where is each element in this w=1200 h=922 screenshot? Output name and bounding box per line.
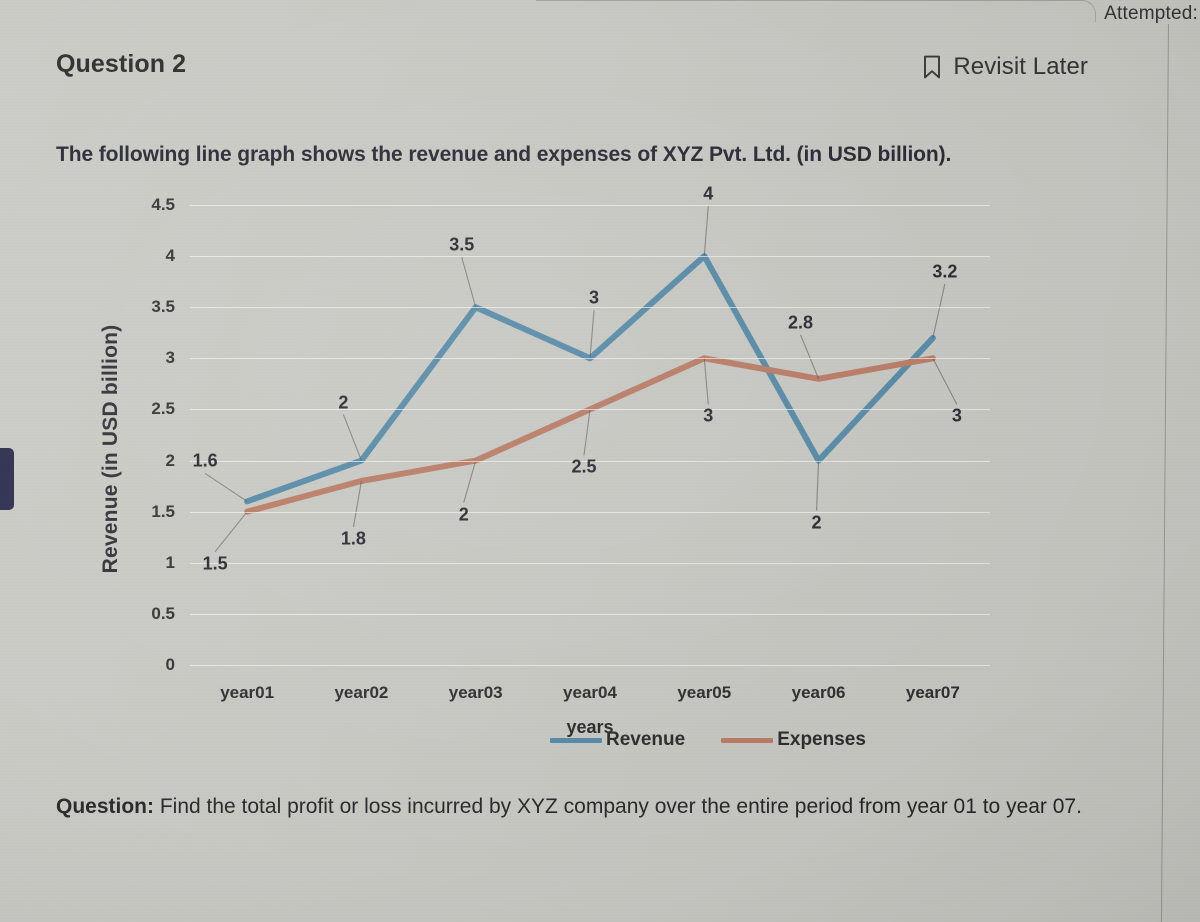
gridline bbox=[190, 613, 990, 615]
revisit-later-label: Revisit Later bbox=[953, 53, 1088, 80]
y-axis-tick-label: 1.5 bbox=[151, 501, 175, 521]
question-text: Question: Find the total profit or loss … bbox=[56, 792, 1116, 822]
question-header: Question 2 Revisit Later bbox=[56, 50, 1096, 84]
data-label-leader bbox=[583, 409, 591, 456]
y-axis-tick-label: 0 bbox=[165, 655, 175, 674]
y-axis-tick-label: 2 bbox=[165, 450, 175, 470]
attempted-counter-label: Attempted: bbox=[1104, 3, 1198, 24]
bookmark-icon bbox=[922, 55, 942, 79]
revisit-later-button[interactable]: Revisit Later bbox=[922, 53, 1088, 81]
gridline bbox=[190, 562, 990, 564]
data-label-leader bbox=[214, 511, 248, 553]
data-label-leader bbox=[703, 358, 709, 405]
y-axis-ticks: 0 0.5 1 1.5 2 2.5 3 3.5 4 4.5 bbox=[90, 195, 175, 674]
x-axis-tick-label: year04 bbox=[563, 683, 617, 702]
gridline bbox=[190, 409, 990, 411]
question-body-text: Find the total profit or loss incurred b… bbox=[154, 795, 1082, 818]
x-axis-title: years bbox=[566, 717, 614, 737]
gridline bbox=[190, 358, 990, 360]
data-label-leader bbox=[816, 460, 820, 511]
left-edge-drawer-handle[interactable] bbox=[0, 448, 14, 510]
legend-item-expenses[interactable]: Expenses bbox=[721, 729, 866, 751]
data-point-label: 4 bbox=[703, 183, 714, 204]
data-point-label: 3 bbox=[588, 287, 600, 308]
data-point-label: 1.5 bbox=[202, 553, 228, 574]
data-label-leader bbox=[800, 334, 820, 379]
gridline bbox=[190, 205, 990, 206]
line-chart: Revenue (in USD billion) 0 0.5 1 1.5 2 2.5 3 3.… bbox=[60, 184, 1020, 765]
data-label-leader bbox=[461, 257, 477, 308]
legend-item-revenue[interactable]: Revenue bbox=[550, 729, 685, 751]
data-label-leader bbox=[352, 480, 362, 528]
chart-legend: Revenue Expenses bbox=[550, 729, 866, 751]
data-point-label: 3.2 bbox=[932, 261, 958, 282]
right-panel-divider bbox=[1160, 23, 1169, 922]
chart-plot-area: 1.6 2 3.5 3 4 2 3.2 1.5 1.8 2 2.5 3 2.8 3 bbox=[190, 184, 990, 666]
top-panel-strip: Attempted: bbox=[0, 0, 1200, 26]
chart-series-layer bbox=[204, 206, 958, 553]
data-point-label: 3 bbox=[703, 405, 714, 426]
gridline bbox=[190, 511, 990, 513]
legend-swatch bbox=[550, 737, 602, 743]
data-label-leader bbox=[589, 310, 595, 359]
gridline bbox=[190, 665, 990, 666]
panel-rounded-edge bbox=[536, 0, 1096, 22]
y-axis-tick-label: 2.5 bbox=[151, 399, 175, 419]
data-point-label: 2 bbox=[458, 504, 469, 525]
question-lead-label: Question: bbox=[56, 795, 154, 818]
data-point-label: 2.8 bbox=[788, 312, 814, 333]
data-label-leader bbox=[703, 206, 709, 257]
legend-label: Expenses bbox=[777, 729, 866, 750]
gridline bbox=[190, 256, 990, 258]
x-axis-tick-label: year02 bbox=[334, 683, 389, 702]
page-title: Question 2 bbox=[56, 50, 187, 78]
gridline bbox=[190, 307, 990, 309]
x-axis-tick-label: year07 bbox=[905, 683, 960, 702]
y-axis-tick-label: 4 bbox=[165, 246, 175, 266]
y-axis-tick-label: 0.5 bbox=[151, 603, 175, 623]
legend-label: Revenue bbox=[606, 729, 686, 750]
data-label-leader bbox=[342, 414, 362, 461]
data-label-leader bbox=[204, 472, 248, 502]
data-point-label: 2 bbox=[811, 512, 822, 533]
data-point-label: 3 bbox=[951, 405, 962, 426]
data-point-label: 3.5 bbox=[449, 234, 475, 255]
y-axis-tick-label: 4.5 bbox=[151, 195, 175, 214]
data-label-leader bbox=[932, 283, 946, 339]
x-axis-tick-label: year05 bbox=[677, 683, 732, 702]
data-point-label: 1.8 bbox=[340, 528, 366, 549]
x-axis-tick-label: year03 bbox=[448, 683, 503, 702]
series-line-expenses bbox=[244, 355, 936, 515]
data-label-leader bbox=[463, 460, 477, 503]
gridline bbox=[190, 460, 990, 462]
legend-swatch bbox=[721, 737, 774, 743]
x-axis-tick-label: year06 bbox=[791, 683, 846, 702]
y-axis-tick-label: 1 bbox=[165, 552, 175, 572]
data-point-label: 1.6 bbox=[192, 450, 218, 471]
data-point-label: 2.5 bbox=[571, 456, 597, 477]
graph-prompt-text: The following line graph shows the reven… bbox=[56, 143, 952, 166]
y-axis-tick-label: 3.5 bbox=[151, 297, 175, 317]
data-label-leader bbox=[932, 358, 958, 405]
data-point-label: 2 bbox=[338, 392, 349, 413]
x-axis-tick-label: year01 bbox=[220, 683, 275, 702]
y-axis-tick-label: 3 bbox=[165, 348, 175, 368]
